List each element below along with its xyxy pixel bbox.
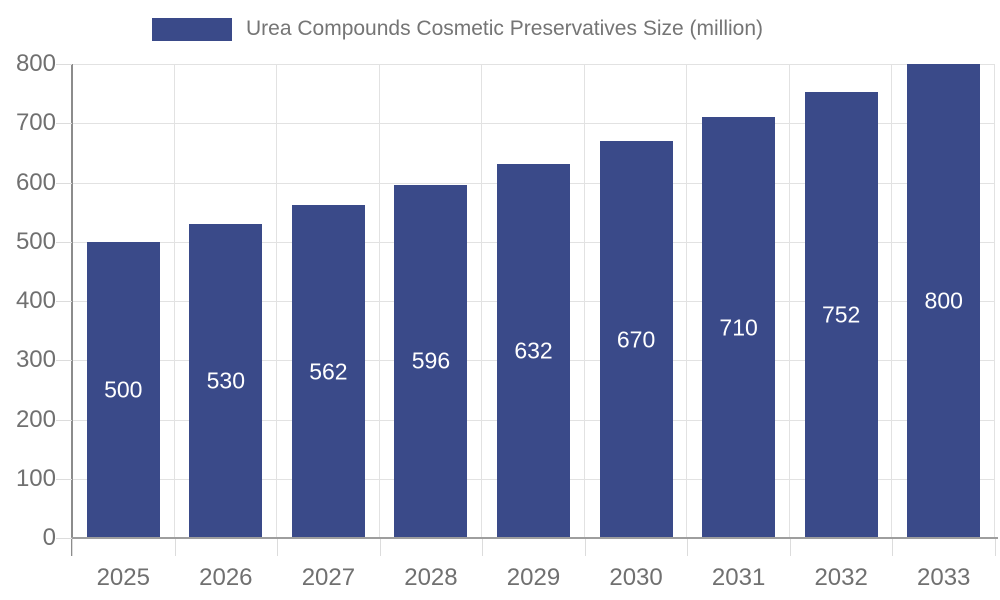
gridline-vertical: [686, 64, 687, 538]
y-axis-tick: [56, 64, 72, 65]
bar: 632: [497, 163, 570, 538]
bar-value-label: 632: [514, 337, 553, 364]
x-axis-tick: [687, 539, 688, 556]
bar: 530: [189, 223, 263, 538]
x-axis-tick: [892, 539, 893, 556]
bar-value-label: 596: [411, 347, 451, 374]
x-axis-tick: [995, 539, 996, 556]
bar-value-label: 562: [309, 358, 348, 384]
legend-item[interactable]: Urea Compounds Cosmetic Preservatives Si…: [152, 17, 763, 41]
gridline-vertical: [481, 64, 482, 538]
x-axis-tick: [482, 539, 483, 556]
x-axis-tick: [585, 539, 586, 556]
bar-value-label: 670: [616, 326, 656, 353]
y-tick-label: 500: [15, 227, 56, 255]
bar-value-label: 500: [104, 376, 143, 403]
x-tick-label: 2025: [96, 564, 150, 591]
y-axis-tick: [56, 538, 72, 539]
y-axis-tick: [56, 123, 72, 125]
y-axis-tick: [56, 182, 72, 184]
x-axis-line: [71, 537, 998, 539]
bar: 800: [907, 64, 981, 538]
y-tick-label: 700: [15, 109, 56, 137]
bar-value-label: 530: [206, 367, 246, 394]
gridline-vertical: [789, 64, 790, 538]
x-tick-label: 2031: [711, 564, 766, 591]
y-tick-label: 0: [42, 524, 56, 551]
y-axis-tick: [56, 360, 72, 362]
y-axis-tick: [56, 241, 72, 243]
x-tick-label: 2032: [814, 564, 868, 591]
y-axis-tick: [56, 478, 72, 480]
bar: 562: [291, 205, 365, 538]
legend-swatch: [152, 17, 232, 41]
gridline-horizontal: [72, 123, 995, 125]
y-axis-tick: [56, 419, 72, 421]
x-tick-label: 2033: [917, 564, 971, 591]
y-axis-line: [71, 64, 73, 556]
bar-value-label: 800: [924, 287, 963, 314]
y-tick-label: 200: [15, 405, 56, 433]
gridline-vertical: [994, 64, 995, 538]
bar: 710: [702, 117, 776, 538]
y-tick-label: 100: [15, 464, 56, 492]
bar: 752: [804, 92, 878, 538]
y-axis-tick: [56, 301, 72, 302]
x-tick-label: 2028: [404, 564, 458, 591]
bar-value-label: 710: [719, 314, 758, 341]
gridline-vertical: [891, 64, 892, 538]
x-tick-label: 2026: [199, 564, 253, 591]
y-tick-label: 600: [15, 168, 56, 196]
x-axis-tick: [790, 539, 791, 556]
x-axis-tick: [380, 539, 381, 556]
gridline-vertical: [174, 64, 175, 538]
gridline-horizontal: [72, 64, 995, 65]
legend-label: Urea Compounds Cosmetic Preservatives Si…: [246, 17, 764, 40]
x-tick-label: 2030: [609, 564, 663, 591]
gridline-vertical: [276, 64, 277, 538]
x-axis-tick: [72, 539, 73, 556]
x-axis-tick: [277, 539, 278, 556]
x-tick-label: 2029: [506, 564, 561, 591]
x-tick-label: 2027: [301, 564, 356, 591]
gridline-vertical: [584, 64, 585, 538]
y-tick-label: 800: [15, 50, 56, 77]
y-tick-label: 400: [15, 287, 56, 314]
plot-area: 500 530 562 596 632 670 710 752 800: [72, 64, 995, 538]
bar: 596: [394, 184, 468, 538]
bar: 500: [86, 241, 160, 538]
y-tick-label: 300: [15, 346, 56, 374]
bar: 670: [599, 141, 673, 538]
gridline-vertical: [379, 64, 380, 538]
x-axis-tick: [175, 539, 176, 556]
bar-value-label: 752: [821, 301, 861, 328]
